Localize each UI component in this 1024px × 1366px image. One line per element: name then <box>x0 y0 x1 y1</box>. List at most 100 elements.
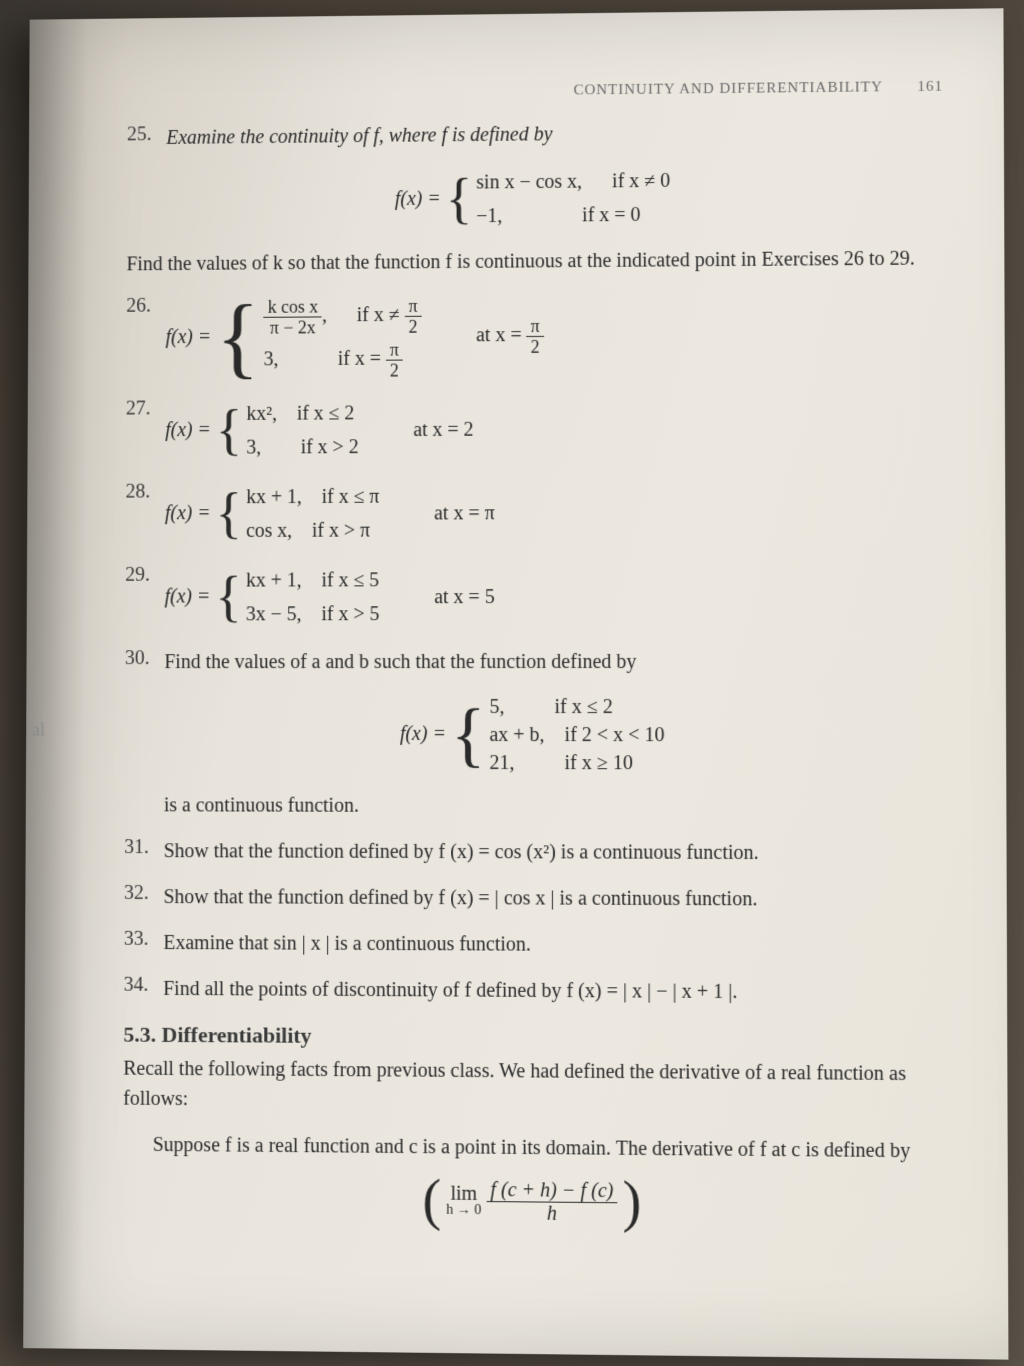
at-point: at x = 5 <box>434 582 495 612</box>
section-heading: 5.3. Differentiability <box>123 1022 946 1053</box>
left-brace-icon: { <box>446 177 473 222</box>
case2-expr: ax + b, <box>489 724 544 746</box>
problem-25: 25. Examine the continuity of f, where f… <box>127 116 943 154</box>
case2-expr: 3, <box>264 348 279 370</box>
left-paren-icon: ( <box>423 1169 442 1232</box>
problem-25-equation: f(x) = { sin x − cos x, if x ≠ 0 −1, if … <box>127 162 944 236</box>
problem-number: 26. <box>126 295 165 318</box>
margin-cut-text: al <box>32 720 45 741</box>
case1-cond: if x ≤ 2 <box>554 696 612 718</box>
case1-expr: kx + 1, <box>246 570 302 592</box>
problem-33: 33. Examine that sin | x | is a continuo… <box>124 928 946 962</box>
fx-prefix: f(x) = <box>165 585 216 607</box>
left-brace-icon: { <box>215 492 242 537</box>
pi-num: π <box>386 341 403 361</box>
limit-operator: lim h → 0 <box>446 1184 481 1219</box>
at-point: at x = π 2 <box>476 317 544 356</box>
problem-text: Show that the function defined by f (x) … <box>164 836 946 868</box>
problem-text: Find all the points of discontinuity of … <box>163 974 946 1008</box>
case2-cond: if x > π <box>312 520 370 542</box>
fx-prefix: f(x) = <box>395 187 446 209</box>
problem-number: 29. <box>125 564 165 587</box>
at-pre: at x = <box>476 324 527 346</box>
problem-30: 30. Find the values of a and b such that… <box>125 647 945 677</box>
case2-cond: if 2 < x < 10 <box>565 724 665 746</box>
case2-cond: if x > 2 <box>301 436 359 458</box>
pi-den: 2 <box>404 317 421 336</box>
derivative-definition: ( lim h → 0 f (c + h) − f (c) h ) <box>123 1176 947 1229</box>
problem-30-equation: f(x) = { 5, if x ≤ 2 ax + b, if 2 < x < 10… <box>124 693 945 778</box>
problem-body: f(x) = { k cos x π − 2x , if x ≠ π <box>165 289 944 381</box>
problem-body: f(x) = { kx + 1,if x ≤ π cos x,if x > π … <box>165 478 945 548</box>
problem-25-text: Examine the continuity of f, where f is … <box>166 123 552 148</box>
case2-expr: −1, <box>476 205 502 227</box>
left-brace-icon: { <box>215 575 242 620</box>
problem-number: 25. <box>127 123 166 146</box>
problem-number: 27. <box>126 397 165 420</box>
case1-cond: if x ≤ 5 <box>321 569 379 591</box>
lim-label: lim <box>446 1184 481 1204</box>
case1-cond-pre: if x ≠ <box>357 304 405 326</box>
problem-number: 32. <box>124 882 164 905</box>
left-brace-icon: { <box>216 409 243 453</box>
textbook-page: al CONTINUITY AND DIFFERENTIABILITY 161 … <box>23 8 1008 1359</box>
problem-28: 28. f(x) = { kx + 1, if x ≤ π cos x, if x … <box>125 478 944 548</box>
case2-cond: if x > 5 <box>321 603 379 625</box>
page-number: 161 <box>917 79 943 95</box>
deriv-denominator: h <box>486 1202 617 1224</box>
problem-29: 29. f(x) = { kx + 1, if x ≤ 5 3x − 5, if x… <box>125 562 945 631</box>
pi-den: 2 <box>386 360 403 379</box>
pi-num: π <box>527 317 544 337</box>
left-brace-icon: { <box>451 706 486 764</box>
case1-numerator: k cos x <box>264 298 322 318</box>
case1-expr: kx + 1, <box>246 486 302 508</box>
problem-30-tail: is a continuous function. <box>164 790 946 822</box>
problem-32: 32. Show that the function defined by f … <box>124 882 946 915</box>
fx-prefix: f(x) = <box>165 419 216 441</box>
at-point: at x = π <box>434 498 495 528</box>
case2-expr: 3x − 5, <box>246 603 302 625</box>
case1-cond: if x ≤ 2 <box>297 403 355 425</box>
case3-cond: if x ≥ 10 <box>564 752 632 774</box>
fx-prefix: f(x) = <box>166 326 217 348</box>
at-point: at x = 2 <box>413 415 473 445</box>
problem-number: 28. <box>126 481 165 504</box>
case2-expr: cos x, <box>246 520 292 542</box>
problem-27: 27. f(x) = { kx², if x ≤ 2 3, if x > 2 at … <box>126 394 945 465</box>
case1-expr: sin x − cos x, <box>476 171 582 194</box>
case1-expr: 5, <box>489 696 504 718</box>
problem-text: Show that the function defined by f (x) … <box>163 882 945 915</box>
case2-cond-pre: if x = <box>338 348 386 370</box>
lim-sub: h → 0 <box>446 1204 481 1218</box>
problem-body: f(x) = { kx², if x ≤ 2 3, if x > 2 at x = … <box>165 394 944 465</box>
deriv-numerator: f (c + h) − f (c) <box>486 1180 617 1203</box>
case1-cond: if x ≤ π <box>322 486 380 508</box>
pi-num: π <box>404 297 421 317</box>
fx-prefix: f(x) = <box>165 502 216 524</box>
problem-text: Find the values of a and b such that the… <box>164 647 945 677</box>
problem-26: 26. f(x) = { k cos x π − 2x , if x ≠ <box>126 289 944 381</box>
section-para-1: Recall the following facts from previous… <box>123 1054 946 1120</box>
header-title: CONTINUITY AND DIFFERENTIABILITY <box>573 79 882 98</box>
case3-expr: 21, <box>489 752 514 774</box>
problem-number: 33. <box>124 928 164 951</box>
instruction-26-29: Find the values of k so that the functio… <box>126 243 943 279</box>
problem-31: 31. Show that the function defined by f … <box>124 836 945 869</box>
problem-number: 30. <box>125 647 165 670</box>
case1-denominator: π − 2x <box>264 317 322 336</box>
problem-number: 31. <box>124 836 164 859</box>
section-para-2: Suppose f is a real function and c is a … <box>123 1130 947 1167</box>
case1-expr: kx², <box>246 403 277 425</box>
problem-34: 34. Find all the points of discontinuity… <box>124 974 946 1009</box>
left-brace-icon: { <box>216 301 260 374</box>
problem-body: f(x) = { kx + 1, if x ≤ 5 3x − 5, if x > 5… <box>165 562 945 631</box>
case2-cond: if x = 0 <box>582 204 640 226</box>
case1-cond: if x ≠ 0 <box>612 170 670 192</box>
problem-text: Examine the continuity of f, where f is … <box>166 116 943 153</box>
fx-prefix: f(x) = <box>400 723 451 745</box>
comma: , <box>322 305 327 327</box>
running-header: CONTINUITY AND DIFFERENTIABILITY 161 <box>127 79 943 104</box>
case2-expr: 3, <box>246 437 261 459</box>
problem-number: 34. <box>124 974 164 997</box>
right-paren-icon: ) <box>623 1171 642 1234</box>
